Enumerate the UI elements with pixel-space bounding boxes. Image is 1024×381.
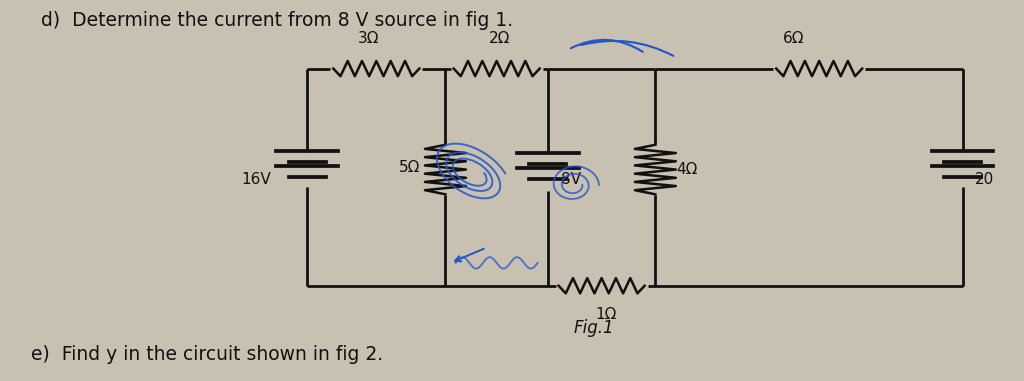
Text: 5Ω: 5Ω	[398, 160, 420, 175]
Text: 20: 20	[975, 171, 994, 187]
Text: 16V: 16V	[242, 171, 271, 187]
Text: 3Ω: 3Ω	[358, 30, 379, 46]
Text: 6Ω: 6Ω	[783, 30, 804, 46]
Text: d)  Determine the current from 8 V source in fig 1.: d) Determine the current from 8 V source…	[41, 11, 513, 30]
Text: 8V: 8V	[561, 171, 582, 187]
Text: 2Ω: 2Ω	[489, 30, 510, 46]
Text: 1Ω: 1Ω	[596, 307, 616, 322]
Text: 4Ω: 4Ω	[676, 162, 697, 177]
Text: Fig.1: Fig.1	[573, 319, 614, 337]
Text: e)  Find y in the circuit shown in fig 2.: e) Find y in the circuit shown in fig 2.	[31, 345, 383, 364]
